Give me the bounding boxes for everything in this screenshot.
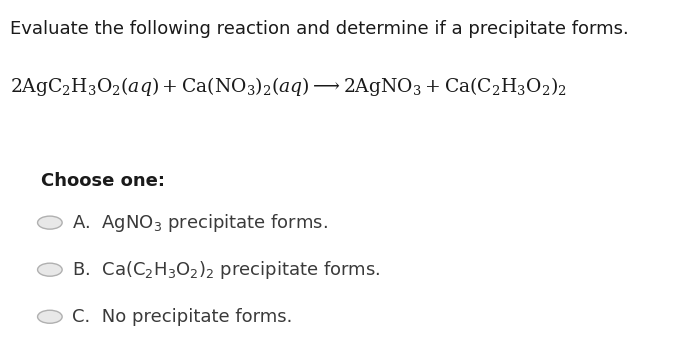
Text: A.  $\mathrm{AgNO_3}$ precipitate forms.: A. $\mathrm{AgNO_3}$ precipitate forms. [72, 212, 328, 233]
Circle shape [38, 263, 62, 276]
Circle shape [38, 310, 62, 323]
Text: C.  No precipitate forms.: C. No precipitate forms. [72, 308, 292, 326]
Text: $2\mathrm{AgC_2H_3O_2}(aq) + \mathrm{Ca(NO_3)_2}(aq) \longrightarrow 2\mathrm{Ag: $2\mathrm{AgC_2H_3O_2}(aq) + \mathrm{Ca(… [10, 75, 567, 98]
Text: Evaluate the following reaction and determine if a precipitate forms.: Evaluate the following reaction and dete… [10, 20, 629, 38]
Text: Choose one:: Choose one: [41, 172, 165, 190]
Circle shape [38, 216, 62, 229]
Text: B.  $\mathrm{Ca(C_2H_3O_2)_2}$ precipitate forms.: B. $\mathrm{Ca(C_2H_3O_2)_2}$ precipitat… [72, 259, 380, 281]
